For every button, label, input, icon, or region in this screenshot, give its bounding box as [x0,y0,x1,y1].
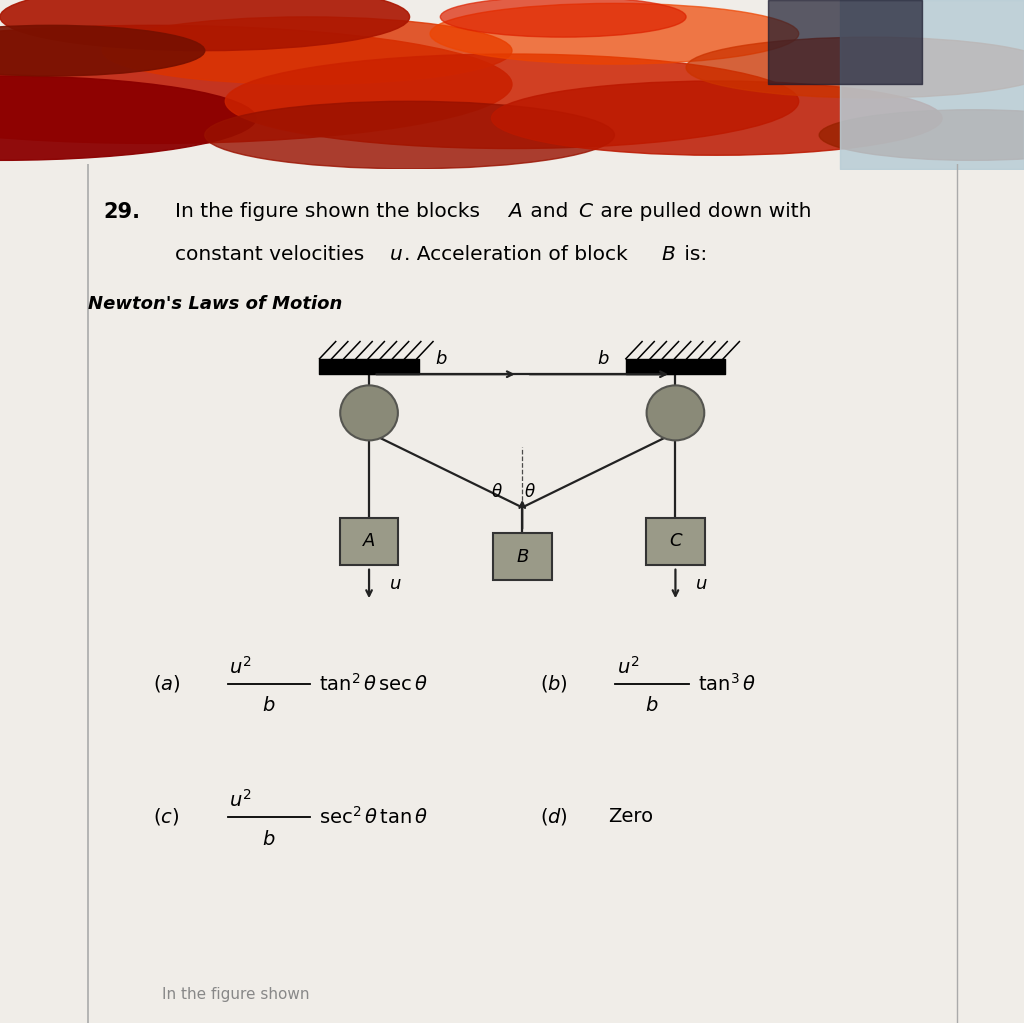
Circle shape [646,386,705,440]
Circle shape [430,3,799,64]
Text: is:: is: [678,246,707,264]
Text: $u$: $u$ [389,575,401,593]
Text: $(c)$: $(c)$ [153,806,179,828]
Text: $u^2$: $u^2$ [229,789,252,811]
Circle shape [225,54,799,148]
Text: $u$: $u$ [695,575,708,593]
Text: Zero: Zero [608,807,653,827]
Text: B: B [516,548,528,566]
Text: $(b)$: $(b)$ [541,673,568,694]
Text: A: A [362,532,375,550]
Text: B: B [662,246,675,264]
Circle shape [819,109,1024,161]
Text: are pulled down with: are pulled down with [594,203,812,221]
Circle shape [340,386,398,440]
Text: $(d)$: $(d)$ [541,806,568,828]
Text: A: A [508,203,522,221]
Circle shape [0,26,205,76]
Circle shape [0,76,256,161]
Text: 29.: 29. [103,203,140,222]
Text: $\tan^2\theta\,\sec\theta$: $\tan^2\theta\,\sec\theta$ [319,672,429,695]
Text: C: C [669,532,682,550]
Circle shape [492,81,942,155]
Text: $b$: $b$ [435,350,447,368]
Circle shape [0,26,512,143]
Text: $(a)$: $(a)$ [153,673,180,694]
Text: $b$: $b$ [262,830,275,849]
Text: In the figure shown the blocks: In the figure shown the blocks [175,203,486,221]
Bar [646,518,705,565]
Text: $u^2$: $u^2$ [616,656,639,677]
Text: $\theta$: $\theta$ [523,483,536,500]
Text: $\tan^3\theta$: $\tan^3\theta$ [698,672,756,695]
Text: $\sec^2\theta\,\tan\theta$: $\sec^2\theta\,\tan\theta$ [319,806,429,828]
Circle shape [0,0,410,50]
Circle shape [686,37,1024,98]
Text: Newton's Laws of Motion: Newton's Laws of Motion [88,296,342,313]
Text: and: and [524,203,575,221]
Text: In the figure shown: In the figure shown [162,986,309,1002]
Text: constant velocities: constant velocities [175,246,371,264]
Text: $b$: $b$ [262,697,275,715]
Text: $b$: $b$ [597,350,609,368]
Text: $u^2$: $u^2$ [229,656,252,677]
Circle shape [205,101,614,169]
Text: C: C [578,203,592,221]
Text: u: u [390,246,402,264]
Text: $\theta$: $\theta$ [492,483,503,500]
Text: $b$: $b$ [645,697,658,715]
Circle shape [102,16,512,85]
Circle shape [440,0,686,37]
Bar [493,533,552,580]
Text: . Acceleration of block: . Acceleration of block [403,246,634,264]
Bar [340,518,398,565]
